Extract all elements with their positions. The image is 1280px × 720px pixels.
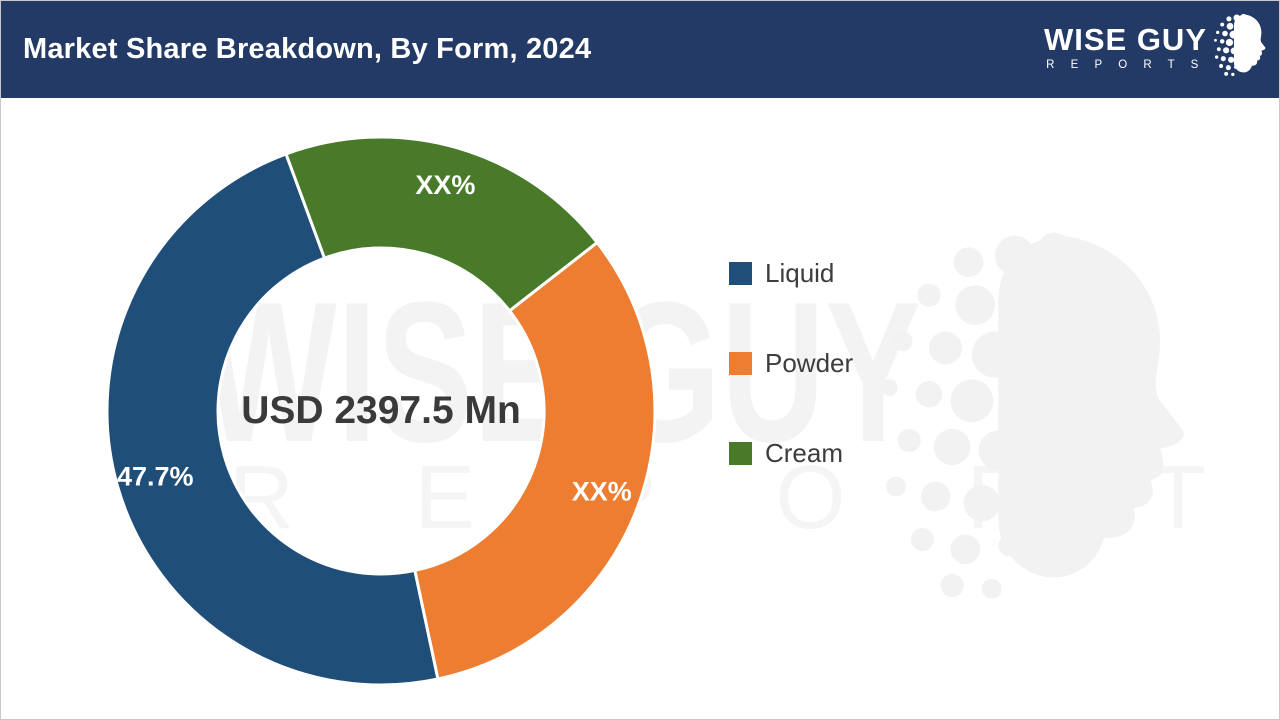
chart-legend: Liquid Powder Cream — [729, 258, 853, 468]
donut-segment-cream — [284, 135, 600, 313]
legend-item-powder: Powder — [729, 348, 853, 378]
legend-item-liquid: Liquid — [729, 258, 853, 288]
header-bar: Market Share Breakdown, By Form, 2024 WI… — [1, 1, 1279, 98]
brand-face-icon — [1214, 13, 1266, 77]
legend-item-cream: Cream — [729, 438, 853, 468]
legend-label-cream: Cream — [765, 438, 844, 468]
segment-label-cream: XX% — [415, 170, 475, 200]
legend-swatch-liquid — [729, 261, 752, 285]
brand-logo-text: WISE GUY R E P O R T S — [1044, 24, 1207, 71]
legend-swatch-cream — [729, 441, 752, 465]
page-title: Market Share Breakdown, By Form, 2024 — [23, 33, 592, 65]
watermark-face-icon — [881, 232, 1184, 599]
donut-center-label: USD 2397.5 Mn — [241, 389, 521, 432]
legend-swatch-powder — [729, 351, 752, 375]
brand-logo: WISE GUY R E P O R T S — [1044, 11, 1267, 84]
donut-segment-liquid — [105, 152, 440, 687]
segment-label-powder: XX% — [572, 477, 632, 507]
segment-label-liquid: 47.7% — [117, 461, 194, 491]
legend-label-powder: Powder — [765, 348, 854, 378]
legend-label-liquid: Liquid — [765, 258, 835, 288]
donut-segment-powder — [413, 240, 657, 681]
brand-subtitle: R E P O R T S — [1046, 59, 1205, 71]
brand-name: WISE GUY — [1043, 22, 1207, 57]
donut-chart: 47.7% XX% XX% USD 2397.5 Mn — [105, 135, 657, 687]
